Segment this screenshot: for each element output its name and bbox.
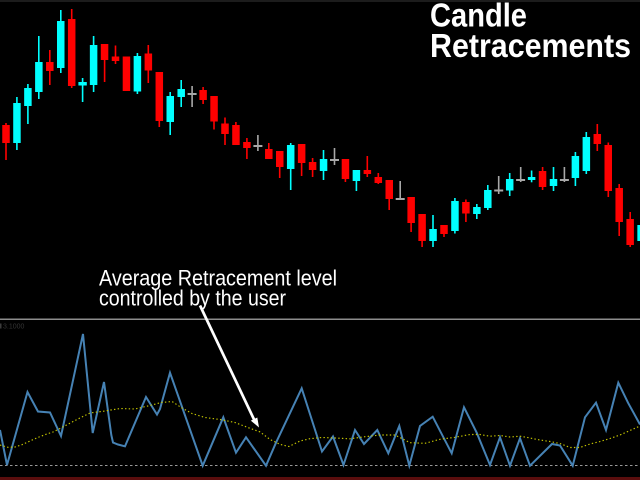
svg-text:Average Retracement level: Average Retracement level: [99, 266, 337, 291]
svg-text:Retracements: Retracements: [430, 27, 631, 64]
svg-text:controlled by the user: controlled by the user: [99, 286, 286, 311]
svg-text:3.1000: 3.1000: [3, 324, 25, 331]
svg-text:Candle: Candle: [430, 0, 527, 34]
